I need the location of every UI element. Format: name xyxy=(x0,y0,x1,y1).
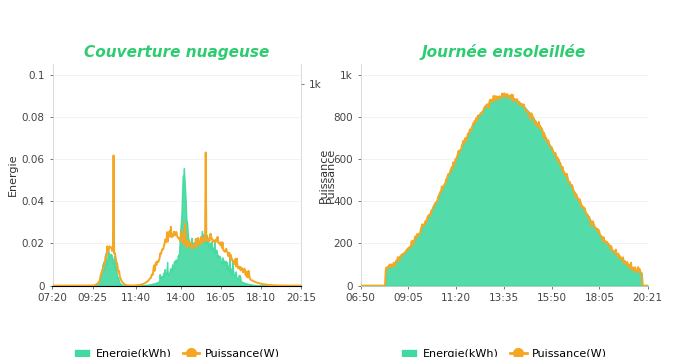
Y-axis label: Puissance: Puissance xyxy=(319,147,329,202)
Title: Journée ensoleillée: Journée ensoleillée xyxy=(422,44,586,60)
Y-axis label: Energie: Energie xyxy=(8,154,18,196)
Title: Couverture nuageuse: Couverture nuageuse xyxy=(84,45,270,60)
Y-axis label: Puissance: Puissance xyxy=(326,147,335,202)
Legend: Energie(kWh), Puissance(W): Energie(kWh), Puissance(W) xyxy=(69,344,284,357)
Legend: Energie(kWh), Puissance(W): Energie(kWh), Puissance(W) xyxy=(396,344,612,357)
